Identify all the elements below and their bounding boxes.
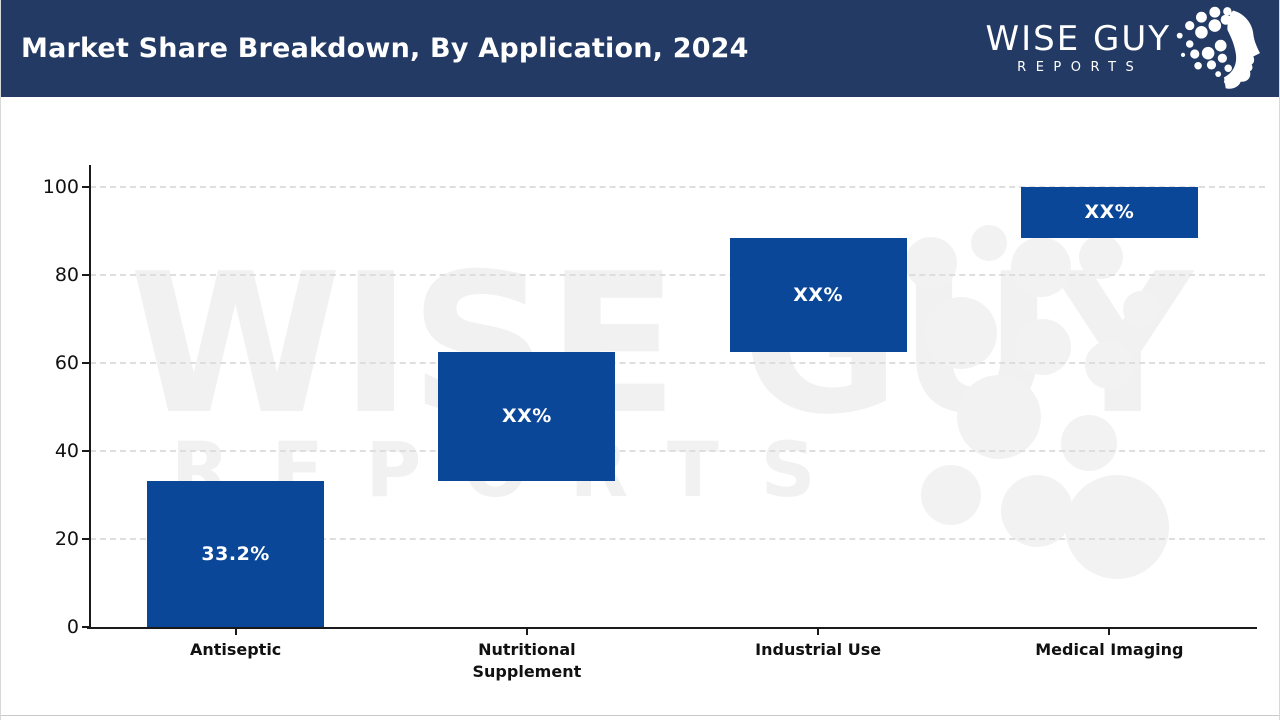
x-tick-mark	[234, 629, 237, 635]
logo-subtitle: REPORTS	[1017, 59, 1144, 75]
bar-value-label: XX%	[1084, 201, 1135, 224]
y-tick-label: 20	[54, 528, 79, 550]
bar: XX%	[729, 237, 907, 352]
x-tick-mark	[817, 629, 820, 635]
bar-value-label: XX%	[501, 405, 552, 428]
y-tick-mark	[82, 626, 89, 628]
gridline	[90, 274, 1265, 276]
header-bar: Market Share Breakdown, By Application, …	[1, 0, 1279, 97]
gridline	[90, 186, 1265, 188]
logo-head-icon	[1176, 6, 1260, 89]
x-tick-label: Antiseptic	[189, 640, 282, 659]
x-tick-label: Industrial Use	[755, 640, 882, 659]
bar-value-label: XX%	[793, 283, 844, 306]
y-tick-mark	[82, 538, 89, 540]
y-tick-mark	[82, 186, 89, 188]
wise-guy-logo: WISE GUY REPORTS	[985, 5, 1265, 93]
gridline	[90, 538, 1265, 540]
y-tick-mark	[82, 274, 89, 276]
y-tick-mark	[82, 362, 89, 364]
gridline	[90, 450, 1265, 452]
y-tick-label: 100	[42, 176, 79, 198]
logo-wordmark: WISE GUY	[985, 19, 1171, 60]
page-title: Market Share Breakdown, By Application, …	[21, 33, 749, 64]
logo-text: WISE GUY REPORTS	[985, 19, 1171, 75]
y-tick-label: 60	[54, 352, 79, 374]
y-tick-label: 0	[66, 616, 79, 638]
bar: 33.2%	[147, 480, 325, 627]
y-tick-mark	[82, 450, 89, 452]
bottom-border-line	[1, 715, 1279, 716]
x-tick-label: Medical Imaging	[1035, 640, 1184, 659]
x-tick-mark	[525, 629, 528, 635]
x-tick-mark	[1108, 629, 1111, 635]
bar: XX%	[1020, 187, 1198, 238]
x-axis-line	[87, 627, 1257, 629]
y-axis-line	[89, 165, 91, 629]
x-tick-label: Nutritional Supplement	[472, 640, 582, 681]
y-tick-label: 40	[54, 440, 79, 462]
bar-value-label: 33.2%	[201, 542, 270, 565]
y-tick-label: 80	[54, 264, 79, 286]
gridline	[90, 362, 1265, 364]
bar: XX%	[438, 352, 616, 481]
